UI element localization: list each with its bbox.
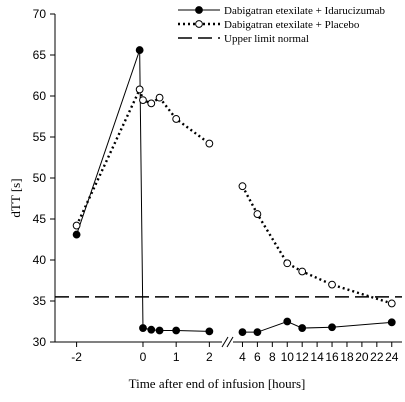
- data-point-idarucizumab: [253, 328, 262, 337]
- data-point-placebo: [155, 93, 164, 102]
- y-tick-label: 35: [33, 294, 47, 308]
- y-tick-label: 45: [33, 212, 47, 226]
- data-point-idarucizumab: [139, 324, 147, 332]
- legend-entry-placebo-label: Dabigatran etexilate + Placebo: [224, 19, 360, 31]
- x-tick-label: 20: [355, 350, 369, 364]
- x-tick-label: 8: [269, 350, 276, 364]
- x-tick-label: -2: [71, 350, 82, 364]
- data-point-idarucizumab: [283, 317, 292, 326]
- data-point-placebo: [283, 259, 292, 268]
- data-point-placebo: [205, 139, 214, 148]
- x-tick-label: 14: [310, 350, 324, 364]
- data-point-idarucizumab: [147, 325, 156, 334]
- x-tick-label: 22: [370, 350, 384, 364]
- data-point-idarucizumab: [298, 324, 307, 332]
- data-point-placebo: [72, 221, 81, 230]
- x-tick-label: 18: [340, 350, 354, 364]
- y-tick-label: 50: [33, 171, 47, 185]
- y-tick-label: 55: [33, 130, 47, 144]
- data-point-placebo: [328, 280, 336, 289]
- x-tick-label: 24: [385, 350, 399, 364]
- data-point-idarucizumab: [328, 323, 336, 332]
- y-tick-label: 70: [33, 7, 47, 21]
- data-point-placebo: [135, 85, 144, 94]
- data-point-placebo: [253, 210, 262, 218]
- y-tick-label: 60: [33, 89, 47, 103]
- y-axis-title: dTT [s]: [8, 178, 23, 217]
- data-point-placebo: [147, 99, 156, 108]
- data-point-placebo: [387, 299, 396, 308]
- series-line-idarucizumab: [76, 49, 210, 332]
- data-point-idarucizumab: [205, 327, 214, 336]
- data-point-placebo: [139, 96, 147, 104]
- x-tick-label: 6: [254, 350, 261, 364]
- x-tick-label: 12: [296, 350, 310, 364]
- data-point-idarucizumab: [238, 328, 247, 337]
- data-point-idarucizumab: [135, 46, 144, 54]
- y-tick-label: 40: [33, 253, 47, 267]
- series-line-idarucizumab: [242, 320, 392, 333]
- series-line-placebo: [75, 86, 211, 227]
- data-point-idarucizumab: [155, 326, 164, 335]
- data-point-placebo: [172, 115, 181, 123]
- data-point-placebo: [238, 182, 247, 191]
- x-axis-title: Time after end of infusion [hours]: [129, 376, 306, 391]
- legend-entry-upper-limit-label: Upper limit normal: [224, 33, 309, 45]
- series-layer: [55, 46, 402, 337]
- x-tick-label: 1: [173, 350, 180, 364]
- legend-entry-idarucizumab-label: Dabigatran etexilate + Idarucizumab: [224, 5, 386, 17]
- data-point-idarucizumab: [387, 318, 396, 327]
- axis-break-mark: [226, 336, 234, 348]
- y-tick-label: 65: [33, 48, 47, 62]
- data-point-idarucizumab: [72, 230, 81, 239]
- x-tick-label: 10: [281, 350, 295, 364]
- legend-entry-idarucizumab-marker: [195, 6, 203, 14]
- data-point-placebo: [298, 267, 307, 276]
- series-line-placebo: [241, 185, 393, 305]
- legend-entry-placebo-marker: [195, 20, 203, 28]
- x-tick-label: 0: [140, 350, 147, 364]
- legend: Dabigatran etexilate + Idarucizumab Dabig…: [178, 5, 386, 45]
- x-tick-label: 16: [325, 350, 339, 364]
- axis-break-mark: [221, 336, 229, 348]
- x-tick-label: 4: [239, 350, 246, 364]
- y-tick-label: 30: [33, 335, 47, 349]
- data-point-idarucizumab: [172, 326, 181, 335]
- x-tick-label: 2: [206, 350, 213, 364]
